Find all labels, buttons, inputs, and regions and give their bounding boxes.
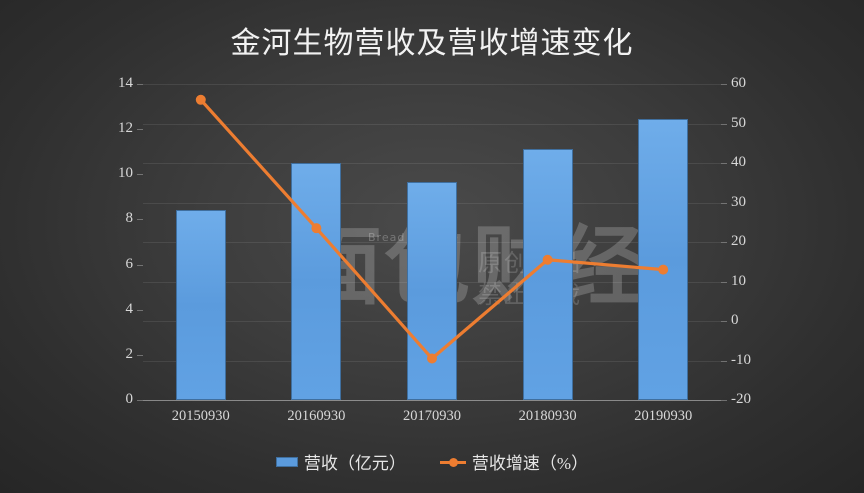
line-path bbox=[199, 98, 665, 361]
x-axis-tick-label: 20150930 bbox=[171, 408, 230, 424]
y-axis-right-tick-mark bbox=[721, 400, 727, 401]
y-axis-right-tick-label: 20 bbox=[731, 233, 746, 249]
y-axis-right-tick-label: 40 bbox=[731, 154, 746, 170]
x-axis-tick-label: 20160930 bbox=[287, 408, 346, 424]
legend-label-growth: 营收增速（%） bbox=[471, 454, 589, 473]
line-marker[interactable] bbox=[542, 254, 553, 265]
y-axis-right-tick-mark bbox=[721, 242, 727, 243]
y-axis-left-tick-label: 14 bbox=[118, 75, 133, 91]
y-axis-left-tick-label: 10 bbox=[118, 165, 133, 182]
legend-item-growth[interactable]: 营收增速（%） bbox=[439, 449, 589, 474]
y-axis-right-tick-mark bbox=[721, 321, 727, 322]
line-marker[interactable] bbox=[311, 223, 322, 234]
y-axis-left-tick-mark bbox=[137, 264, 143, 266]
plot-area bbox=[143, 84, 721, 401]
line-marker[interactable] bbox=[195, 94, 206, 105]
y-axis-right-tick-mark bbox=[721, 84, 727, 85]
y-axis-left-tick-mark bbox=[137, 400, 143, 401]
y-axis-left-tick-label: 8 bbox=[125, 210, 134, 227]
bar[interactable] bbox=[638, 119, 689, 400]
chart-title: 金河生物营收及营收增速变化 bbox=[230, 26, 634, 61]
y-axis-left-tick-mark bbox=[137, 84, 143, 85]
chart-legend: 营收（亿元） 营收增速（%） bbox=[0, 449, 864, 474]
y-axis-right-tick-mark bbox=[721, 281, 727, 283]
y-axis-left-tick-mark bbox=[137, 129, 143, 131]
gridline bbox=[143, 123, 721, 125]
y-axis-left-tick-mark bbox=[137, 219, 143, 221]
line-series bbox=[195, 94, 669, 364]
bar[interactable] bbox=[407, 182, 457, 400]
y-axis-left-tick-mark bbox=[137, 309, 143, 311]
line-markers bbox=[195, 94, 669, 364]
y-axis-left-tick-label: 2 bbox=[125, 345, 134, 362]
y-axis-right-tick-label: 60 bbox=[731, 75, 746, 91]
y-axis-right-tick-label: 10 bbox=[731, 272, 746, 289]
y-axis-right-tick-label: 50 bbox=[731, 114, 746, 131]
y-axis-right-tick-label: -10 bbox=[731, 351, 751, 368]
y-axis-right-tick-label: 30 bbox=[731, 193, 746, 210]
bar[interactable] bbox=[175, 210, 226, 400]
legend-bar-swatch-icon bbox=[275, 456, 298, 467]
y-axis-left-tick-mark bbox=[137, 174, 143, 176]
legend-line-marker-icon bbox=[439, 457, 466, 467]
x-axis-tick-label: 20180930 bbox=[518, 408, 577, 424]
x-axis-tick-label: 20190930 bbox=[634, 408, 693, 424]
gridline bbox=[143, 84, 721, 85]
y-axis-left-tick-label: 6 bbox=[125, 255, 134, 272]
y-axis-left-tick-mark bbox=[137, 354, 143, 356]
x-axis-tick-label: 20170930 bbox=[403, 408, 461, 424]
y-axis-right-tick-mark bbox=[721, 123, 727, 125]
gridline bbox=[143, 163, 721, 164]
y-axis-left-tick-label: 0 bbox=[125, 391, 134, 407]
legend-label-revenue: 营收（亿元） bbox=[303, 454, 406, 473]
gridline bbox=[143, 400, 721, 401]
y-axis-right-tick-mark bbox=[721, 202, 727, 204]
y-axis-right-tick-mark bbox=[721, 360, 727, 362]
y-axis-right-tick-label: -20 bbox=[731, 391, 751, 407]
y-axis-right-tick-label: 0 bbox=[731, 312, 739, 328]
line-marker[interactable] bbox=[658, 264, 669, 275]
bar[interactable] bbox=[291, 163, 342, 400]
legend-item-revenue[interactable]: 营收（亿元） bbox=[275, 449, 406, 474]
y-axis-right-tick-mark bbox=[721, 163, 727, 164]
y-axis-left-tick-label: 4 bbox=[125, 300, 134, 317]
y-axis-left-tick-label: 12 bbox=[118, 120, 133, 137]
line-marker[interactable] bbox=[427, 353, 437, 364]
